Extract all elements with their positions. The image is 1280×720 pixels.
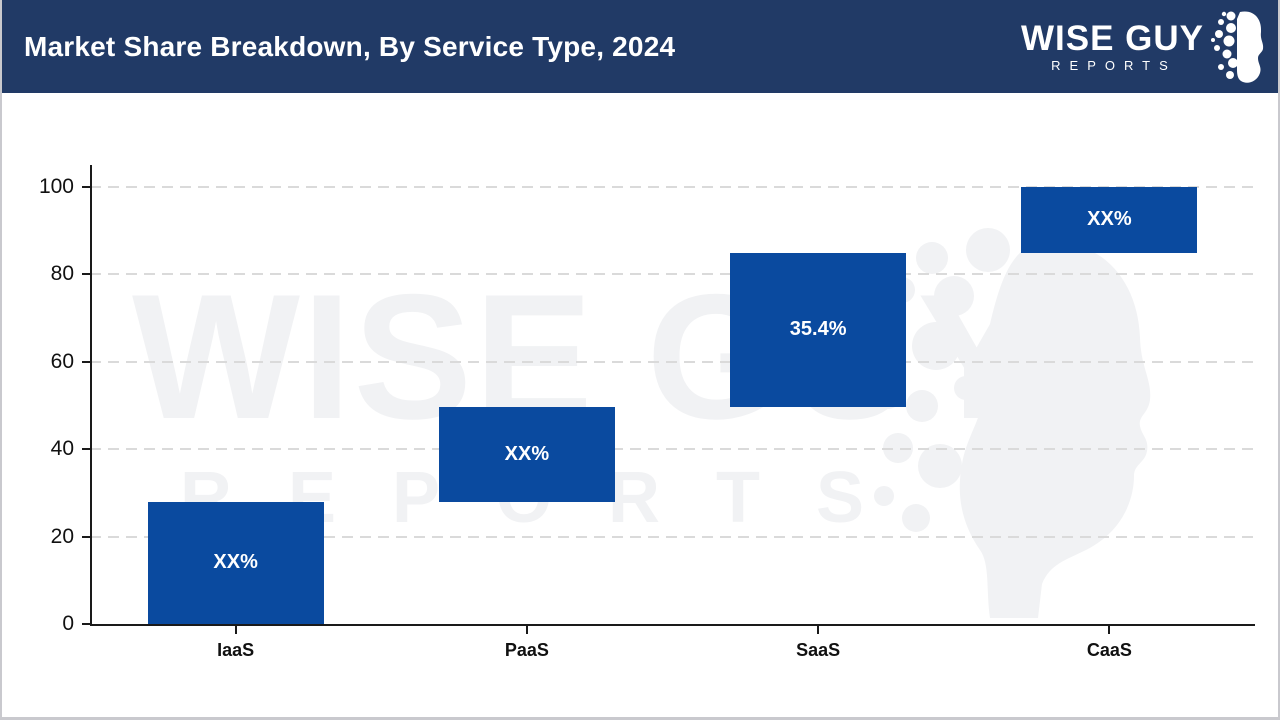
chart-title: Market Share Breakdown, By Service Type,… bbox=[24, 30, 676, 62]
y-tick-0 bbox=[82, 623, 90, 625]
x-tick-label: CaaS bbox=[1086, 640, 1132, 660]
wiseguy-face-icon bbox=[1211, 10, 1264, 83]
y-tick-40 bbox=[82, 448, 90, 451]
gridline-100 bbox=[90, 186, 1255, 188]
x-tick-label: SaaS bbox=[796, 640, 841, 660]
y-tick-60 bbox=[82, 360, 90, 363]
logo-subtitle: REPORTS bbox=[1051, 58, 1177, 73]
logo-wordmark: WISE GUY bbox=[1020, 19, 1204, 58]
bar-value-label: XX% bbox=[504, 442, 550, 465]
wiseguy-logo: WISE GUY REPORTS bbox=[1021, 9, 1266, 85]
x-tick-label: PaaS bbox=[504, 640, 549, 660]
gridline-60 bbox=[90, 360, 1255, 363]
bar-value-label: XX% bbox=[213, 551, 258, 574]
x-tick-caas bbox=[1108, 626, 1111, 634]
gridline-80 bbox=[90, 273, 1255, 276]
watermark-face-icon bbox=[874, 228, 1151, 618]
y-tick-label: 20 bbox=[50, 524, 74, 548]
x-tick-saas bbox=[817, 626, 820, 634]
bar-saas: 35.4% bbox=[730, 252, 907, 408]
x-tick-paas bbox=[525, 626, 528, 634]
wiseguy-logo-text: WISE GUY REPORTS bbox=[1021, 21, 1204, 72]
y-tick-100 bbox=[82, 186, 90, 188]
bar-iaas: XX% bbox=[147, 501, 324, 624]
y-tick-label: 0 bbox=[62, 612, 74, 635]
y-tick-80 bbox=[82, 273, 90, 276]
y-tick-label: 40 bbox=[50, 437, 74, 461]
bar-caas: XX% bbox=[1021, 187, 1198, 253]
y-tick-label: 100 bbox=[38, 175, 74, 198]
x-axis-spine bbox=[90, 624, 1255, 626]
gridline-40 bbox=[90, 448, 1255, 451]
gridline-20 bbox=[90, 535, 1255, 538]
bar-value-label: 35.4% bbox=[789, 318, 847, 341]
x-tick-label: IaaS bbox=[217, 640, 255, 660]
y-tick-label: 80 bbox=[50, 262, 74, 286]
bar-value-label: XX% bbox=[1087, 208, 1132, 231]
header-bar: Market Share Breakdown, By Service Type,… bbox=[2, 0, 1278, 93]
bar-paas: XX% bbox=[438, 407, 615, 502]
y-axis-spine bbox=[90, 165, 92, 626]
y-tick-label: 60 bbox=[50, 349, 74, 373]
x-tick-iaas bbox=[234, 626, 237, 634]
y-tick-20 bbox=[82, 535, 90, 538]
